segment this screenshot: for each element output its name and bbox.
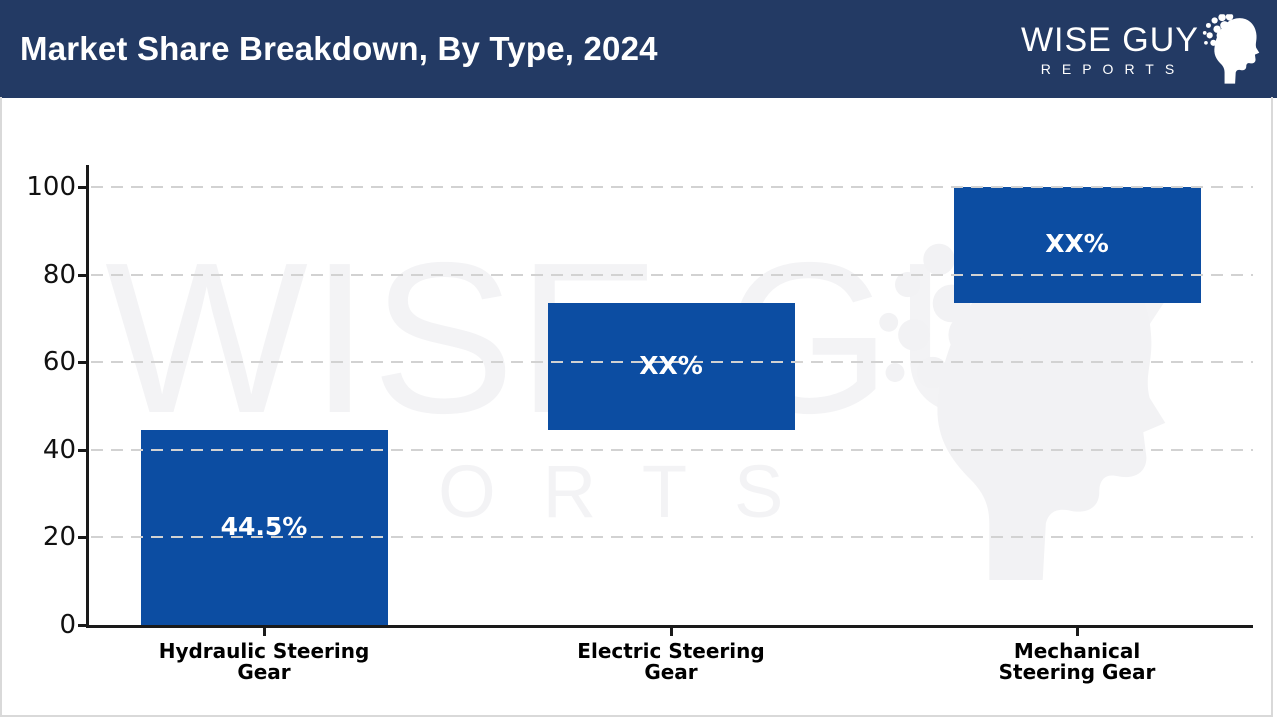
category-label-2: Electric Steering Gear (521, 641, 821, 683)
y-tick-label-80: 80 (42, 259, 76, 290)
y-tick-100 (78, 186, 87, 189)
x-tick-2 (670, 628, 673, 636)
logo-wordmark-line2: REPORTS (1040, 60, 1186, 77)
gridline-40 (91, 448, 1253, 451)
y-tick-label-20: 20 (42, 522, 76, 553)
bar-value-label-3: XX% (1045, 229, 1109, 259)
category-label-line: Gear (644, 660, 698, 684)
gridline-100 (91, 186, 1253, 188)
y-tick-label-60: 60 (42, 347, 76, 378)
chart-title: Market Share Breakdown, By Type, 2024 (20, 30, 658, 67)
head-dots-icon (1201, 13, 1263, 85)
y-tick-label-40: 40 (42, 434, 76, 465)
bar-value-label-2: XX% (639, 350, 703, 380)
y-tick-label-100: 100 (26, 172, 76, 202)
bar-segment-2 (547, 303, 795, 431)
logo-wordmark-line1: WISE GUY (1020, 20, 1199, 59)
bar-value-label-1: 44.5% (220, 511, 308, 541)
x-tick-3 (1076, 628, 1079, 636)
header-bar: Market Share Breakdown, By Type, 2024 WI… (0, 0, 1277, 98)
x-tick-1 (263, 628, 266, 636)
logo-wordmark: WISE GUY REPORTS (1021, 22, 1199, 77)
y-tick-60 (78, 361, 87, 365)
category-label-line: Mechanical (1013, 639, 1141, 663)
category-label-line: Steering Gear (998, 660, 1156, 684)
category-label-3: Mechanical Steering Gear (927, 641, 1227, 683)
bar-segment-3 (953, 187, 1201, 304)
y-axis-line (86, 165, 89, 628)
y-tick-20 (78, 536, 87, 540)
category-label-1: Hydraulic Steering Gear (114, 641, 414, 683)
gridline-20 (91, 536, 1253, 539)
y-tick-label-0: 0 (59, 610, 76, 640)
category-label-line: Gear (237, 660, 291, 684)
category-label-line: Hydraulic Steering (158, 639, 370, 663)
wiseguy-logo: WISE GUY REPORTS (1021, 0, 1263, 98)
y-tick-40 (78, 448, 87, 452)
gridline-60 (91, 361, 1253, 364)
x-axis-line (86, 625, 1253, 628)
category-label-line: Electric Steering (577, 639, 765, 663)
y-tick-0 (78, 624, 87, 627)
y-tick-80 (78, 273, 87, 277)
gridline-80 (91, 273, 1253, 276)
bar-segment-1 (140, 430, 388, 625)
